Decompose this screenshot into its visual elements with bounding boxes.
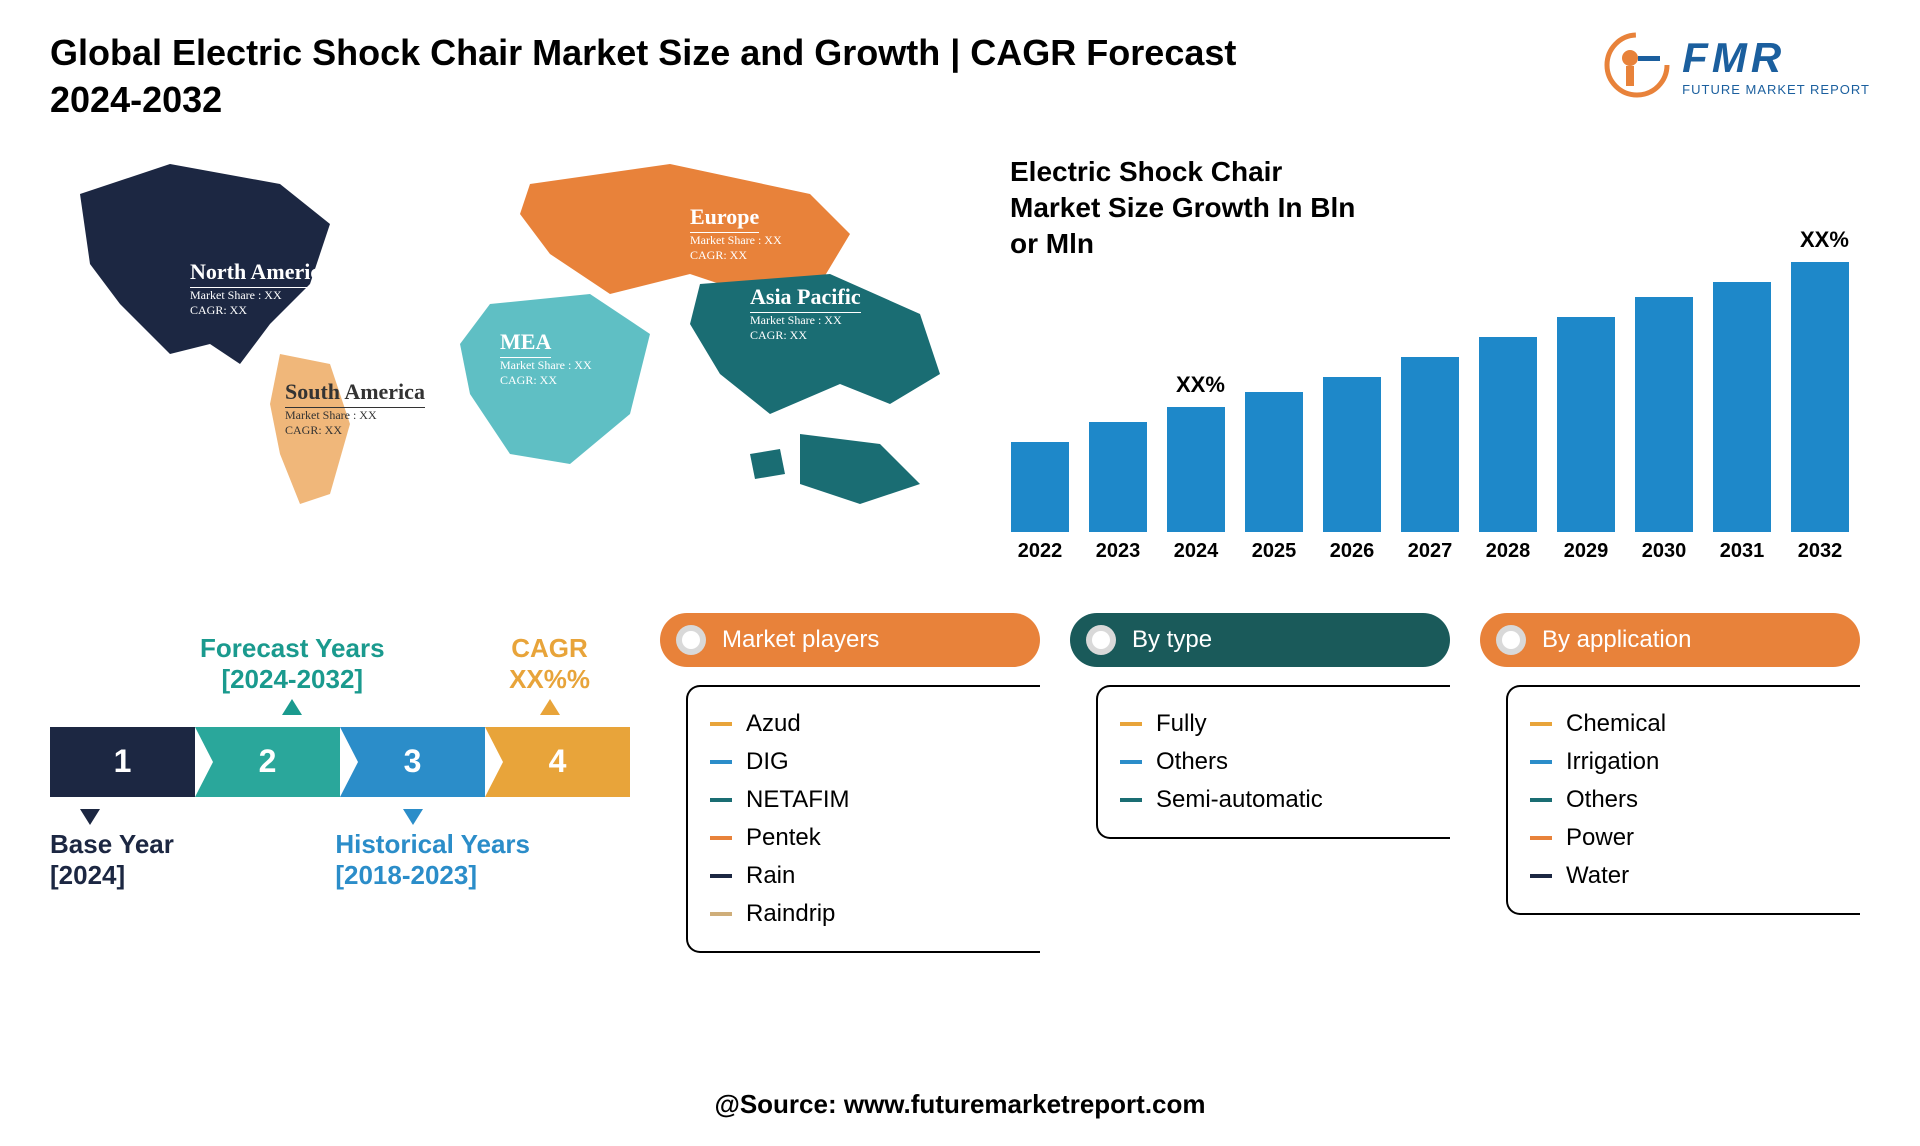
base-year-label: Base Year [2024] [50, 829, 174, 891]
forecast-years-label: Forecast Years [2024-2032] [200, 633, 385, 719]
page-title: Global Electric Shock Chair Market Size … [50, 30, 1250, 124]
chart-annotation-2024: XX% [1176, 372, 1225, 398]
bar-2027: 2027 [1400, 357, 1460, 563]
bar-label-2032: 2032 [1798, 540, 1843, 563]
tick-icon [1120, 798, 1142, 802]
timeline-bar: 1 2 3 4 [50, 727, 630, 797]
bar-label-2027: 2027 [1408, 540, 1453, 563]
tick-icon [1530, 836, 1552, 840]
list-item: Raindrip [710, 895, 1040, 933]
fmr-logo-icon [1602, 30, 1672, 100]
tick-icon [710, 874, 732, 878]
tick-icon [1120, 760, 1142, 764]
by-type-pill: By type [1070, 613, 1450, 667]
region-south-america: South America Market Share : XX CAGR: XX [285, 379, 425, 438]
tick-icon [1530, 874, 1552, 878]
growth-bar-chart: Electric Shock Chair Market Size Growth … [1010, 154, 1870, 563]
list-item: DIG [710, 743, 1040, 781]
bar-2032: 2032 [1790, 262, 1850, 563]
timeline-block: Forecast Years [2024-2032] CAGR XX%% 1 2… [50, 633, 630, 891]
list-item: Power [1530, 819, 1860, 857]
bar-2026: 2026 [1322, 377, 1382, 563]
list-item: Fully [1120, 705, 1450, 743]
tick-icon [710, 760, 732, 764]
logo-subtext: FUTURE MARKET REPORT [1682, 82, 1870, 97]
bar-2028: 2028 [1478, 337, 1538, 563]
chart-annotation-2032: XX% [1800, 227, 1849, 253]
bar-label-2022: 2022 [1018, 540, 1063, 563]
bar-2025: 2025 [1244, 392, 1304, 563]
by-application-pill: By application [1480, 613, 1860, 667]
timeline-seg-1: 1 [50, 727, 195, 797]
bar-2023: 2023 [1088, 422, 1148, 563]
bar-label-2030: 2030 [1642, 540, 1687, 563]
region-mea: MEA Market Share : XX CAGR: XX [500, 329, 592, 388]
cagr-label: CAGR XX%% [509, 633, 590, 719]
timeline-seg-4: 4 [485, 727, 630, 797]
source-attribution: @Source: www.futuremarketreport.com [0, 1089, 1920, 1120]
market-players-pill: Market players [660, 613, 1040, 667]
timeline-seg-2: 2 [195, 727, 340, 797]
world-map: North America Market Share : XX CAGR: XX… [50, 154, 970, 514]
bar-label-2025: 2025 [1252, 540, 1297, 563]
bar-label-2023: 2023 [1096, 540, 1141, 563]
list-item: Chemical [1530, 705, 1860, 743]
historical-years-label: Historical Years [2018-2023] [335, 829, 530, 891]
region-asia-pacific: Asia Pacific Market Share : XX CAGR: XX [750, 284, 861, 343]
market-players-block: Market players AzudDIGNETAFIMPentekRainR… [660, 613, 1040, 953]
header: Global Electric Shock Chair Market Size … [50, 30, 1870, 124]
bar-2030: 2030 [1634, 297, 1694, 563]
bar-label-2026: 2026 [1330, 540, 1375, 563]
bar-2029: 2029 [1556, 317, 1616, 563]
tick-icon [1530, 722, 1552, 726]
list-item: NETAFIM [710, 781, 1040, 819]
bar-label-2028: 2028 [1486, 540, 1531, 563]
tick-icon [710, 798, 732, 802]
by-application-block: By application ChemicalIrrigationOthersP… [1480, 613, 1860, 915]
list-item: Rain [710, 857, 1040, 895]
tick-icon [710, 912, 732, 916]
bar-label-2024: 2024 [1174, 540, 1219, 563]
by-type-block: By type FullyOthersSemi-automatic [1070, 613, 1450, 839]
bar-2022: 2022 [1010, 442, 1070, 563]
bar-label-2031: 2031 [1720, 540, 1765, 563]
chart-title: Electric Shock Chair Market Size Growth … [1010, 154, 1370, 263]
bar-label-2029: 2029 [1564, 540, 1609, 563]
region-north-america: North America Market Share : XX CAGR: XX [190, 259, 331, 318]
tick-icon [1120, 722, 1142, 726]
list-item: Pentek [710, 819, 1040, 857]
tick-icon [710, 722, 732, 726]
timeline-seg-3: 3 [340, 727, 485, 797]
list-item: Others [1530, 781, 1860, 819]
logo-text: FMR [1682, 34, 1870, 82]
region-europe: Europe Market Share : XX CAGR: XX [690, 204, 782, 263]
bar-2024: 2024 [1166, 407, 1226, 563]
bar-2031: 2031 [1712, 282, 1772, 563]
list-item: Water [1530, 857, 1860, 895]
tick-icon [1530, 798, 1552, 802]
list-item: Irrigation [1530, 743, 1860, 781]
list-item: Semi-automatic [1120, 781, 1450, 819]
list-item: Others [1120, 743, 1450, 781]
logo: FMR FUTURE MARKET REPORT [1602, 30, 1870, 100]
list-item: Azud [710, 705, 1040, 743]
tick-icon [1530, 760, 1552, 764]
tick-icon [710, 836, 732, 840]
